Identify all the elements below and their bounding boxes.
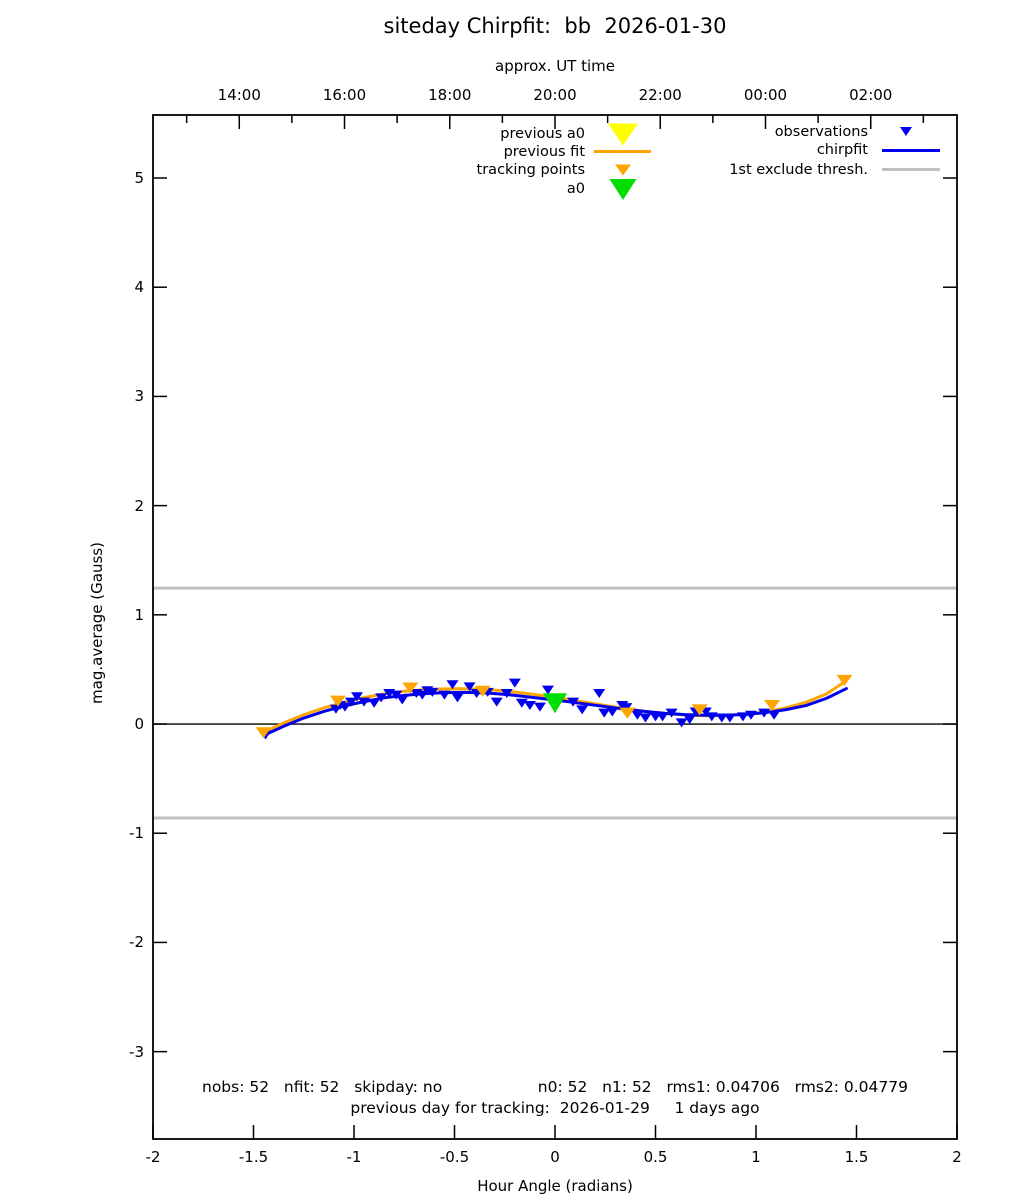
- y-tick-label: 2: [134, 496, 144, 515]
- observations-marker: [358, 697, 371, 707]
- observations-marker: [396, 695, 409, 705]
- observations-marker: [523, 700, 536, 710]
- y-tick-label: -2: [129, 933, 144, 952]
- observations-marker: [639, 713, 652, 723]
- observations-marker: [665, 708, 678, 718]
- stats-counts: nobs: 52 nfit: 52 skipday: no: [202, 1078, 443, 1096]
- observations-marker: [338, 702, 351, 712]
- observations-marker: [606, 707, 619, 717]
- stats-rms: n0: 52 n1: 52 rms1: 0.04706 rms2: 0.0477…: [537, 1078, 908, 1096]
- legend-previous-a0-marker: [608, 123, 638, 146]
- observations-marker: [451, 693, 464, 703]
- observations-marker: [344, 697, 357, 707]
- observations-marker: [758, 708, 771, 718]
- tracking-points-marker: [764, 699, 781, 711]
- ut-tick-label: 00:00: [743, 86, 788, 104]
- legend-observations-marker: [900, 127, 912, 136]
- ut-tick-label: 20:00: [533, 86, 577, 104]
- x-tick-label: 0.5: [643, 1148, 668, 1166]
- observations-marker: [598, 708, 611, 718]
- x-tick-label: 2: [952, 1148, 962, 1166]
- y-tick-label: 4: [134, 278, 144, 297]
- plot-border: [152, 114, 958, 1140]
- legend-label-previous-a0: previous a0: [500, 126, 585, 142]
- stats-line-2: previous day for tracking: 2026-01-29 1 …: [350, 1099, 760, 1117]
- observations-marker: [567, 697, 580, 707]
- legend-label-chirpfit: chirpfit: [816, 142, 868, 158]
- observations-marker: [593, 688, 606, 698]
- observations-marker: [500, 688, 513, 698]
- observations-marker: [736, 712, 749, 722]
- observations-marker: [576, 705, 589, 715]
- x-axis-title: Hour Angle (radians): [477, 1177, 633, 1195]
- y-tick-label: -1: [129, 824, 144, 843]
- stats-line-1: nobs: 52 nfit: 52 skipday: no n0: 52 n1:…: [202, 1078, 908, 1096]
- observations-marker: [683, 715, 696, 725]
- ut-tick-label: 02:00: [849, 86, 893, 104]
- y-tick-label: -3: [129, 1042, 144, 1061]
- observations-marker: [631, 710, 644, 720]
- observations-marker: [656, 712, 669, 722]
- legend-label-exclude-thresh: 1st exclude thresh.: [729, 162, 868, 178]
- ut-tick-label: 14:00: [217, 86, 261, 104]
- x-tick-label: 1.5: [844, 1148, 869, 1166]
- legend-label-a0: a0: [566, 181, 585, 197]
- y-tick-label: 0: [134, 715, 144, 734]
- observations-marker: [723, 713, 736, 723]
- y-tick-label: 3: [134, 387, 144, 406]
- observations-marker: [438, 690, 451, 700]
- observations-marker: [463, 682, 476, 692]
- page-title: siteday Chirpfit: bb 2026-01-30: [383, 14, 727, 38]
- x-tick-label: -2: [145, 1148, 161, 1166]
- observations-marker: [768, 710, 781, 720]
- observations-marker: [490, 697, 503, 707]
- x-tick-label: -1: [346, 1148, 362, 1166]
- observations-marker: [446, 680, 459, 690]
- observations-marker: [426, 687, 439, 697]
- y-tick-label: 5: [134, 169, 144, 187]
- tracking-points-marker: [619, 707, 636, 719]
- x-tick-label: 0: [550, 1148, 560, 1166]
- y-tick-label: 1: [134, 605, 144, 624]
- tracking-points-marker: [255, 727, 272, 739]
- observations-marker: [508, 678, 521, 688]
- observations-marker: [351, 692, 364, 702]
- observations-marker: [541, 685, 554, 695]
- observations-marker: [675, 718, 688, 728]
- ut-tick-label: 22:00: [638, 86, 682, 104]
- legend-label-observations: observations: [774, 124, 868, 140]
- ut-tick-label: 18:00: [428, 86, 472, 104]
- legend-label-tracking-points: tracking points: [476, 162, 585, 178]
- x-tick-label: -1.5: [238, 1148, 269, 1166]
- legend-label-previous-fit: previous fit: [503, 144, 585, 160]
- observations-marker: [533, 702, 546, 712]
- tracking-points-marker: [402, 682, 419, 694]
- legend-a0-marker: [609, 179, 637, 200]
- legend-tracking-points-marker: [615, 164, 631, 176]
- tracking-points-marker: [836, 674, 853, 686]
- observations-marker: [375, 693, 388, 703]
- x-tick-label: 1: [751, 1148, 761, 1166]
- top-axis-title: approx. UT time: [495, 57, 615, 75]
- observations-marker: [368, 698, 381, 708]
- observations-marker: [744, 710, 757, 720]
- a0-marker: [543, 693, 567, 714]
- observations-marker: [416, 690, 429, 700]
- observations-marker: [390, 690, 403, 700]
- observations-marker: [715, 713, 728, 723]
- tracking-points-marker: [691, 704, 708, 716]
- ut-tick-label: 16:00: [322, 86, 367, 104]
- tracking-points-marker: [329, 695, 346, 707]
- observations-marker: [705, 712, 718, 722]
- x-tick-label: -0.5: [439, 1148, 470, 1166]
- tracking-points-marker: [474, 685, 491, 697]
